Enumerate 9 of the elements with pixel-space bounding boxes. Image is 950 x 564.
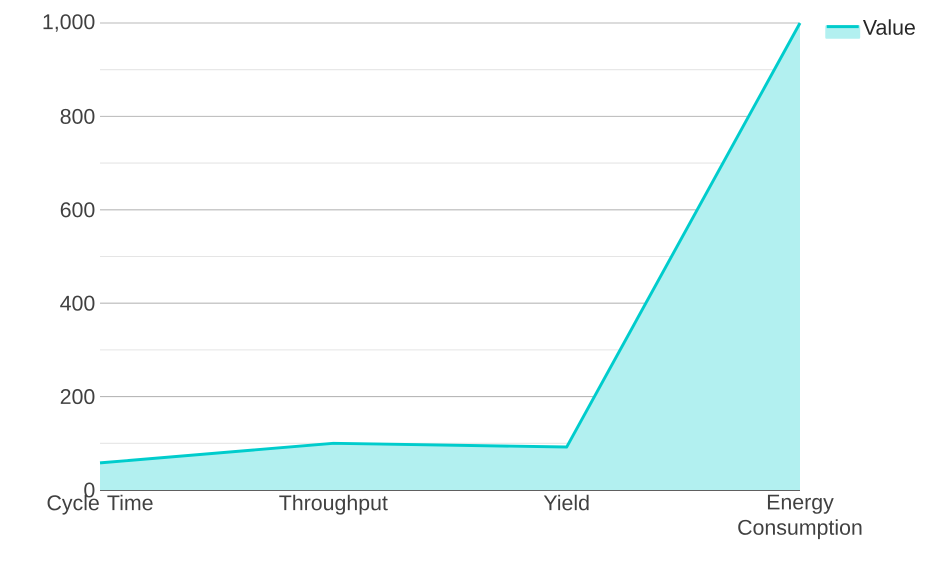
y-tick-label: 200 xyxy=(60,389,94,404)
legend-label: Value xyxy=(862,19,915,35)
x-tick-label: Yield xyxy=(544,494,589,510)
y-tick-label: 400 xyxy=(60,296,94,311)
y-tick-label: 800 xyxy=(60,108,94,124)
y-tick-label: 600 xyxy=(60,202,94,218)
y-tick-label: 1,000 xyxy=(44,14,94,32)
x-tick-label: Throughput xyxy=(279,494,388,515)
x-tick-label: Energy Consumption xyxy=(738,494,862,540)
